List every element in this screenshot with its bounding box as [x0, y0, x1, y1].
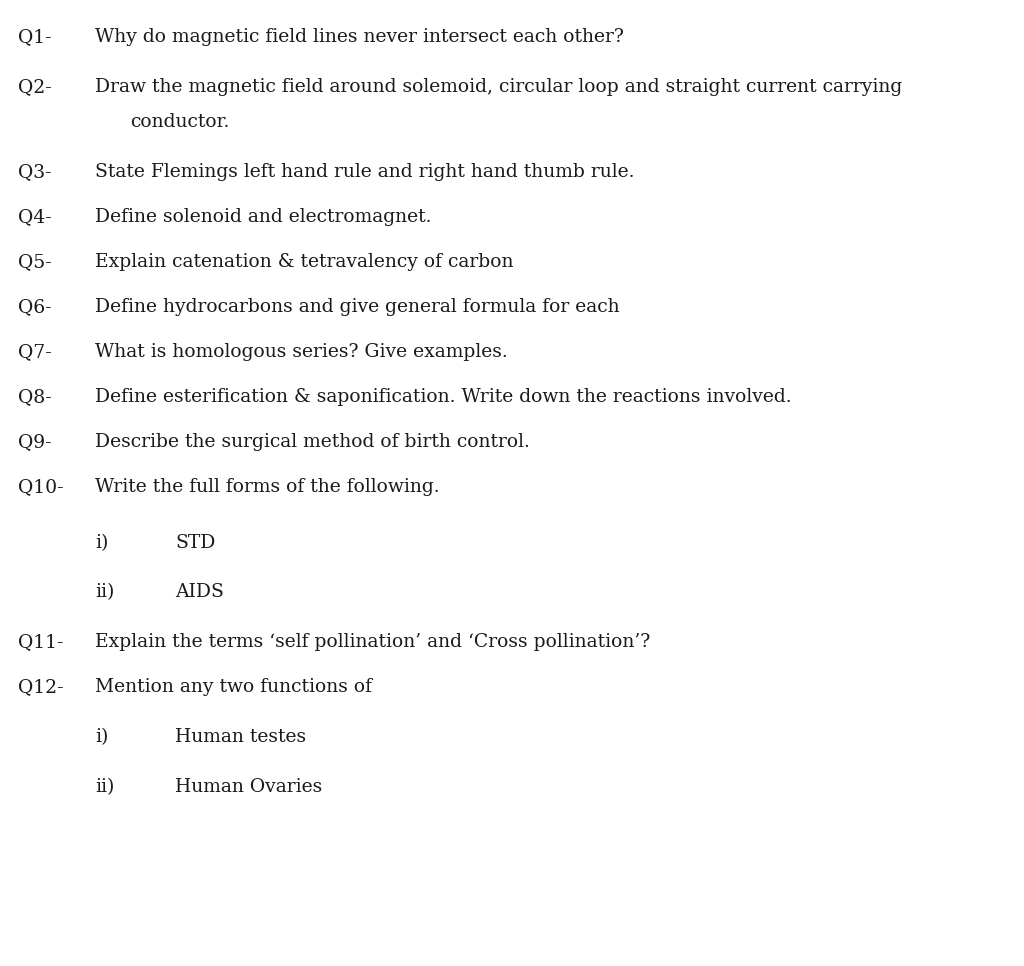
Text: Q4-: Q4-: [18, 208, 52, 226]
Text: Q8-: Q8-: [18, 388, 52, 406]
Text: Define solenoid and electromagnet.: Define solenoid and electromagnet.: [95, 208, 431, 226]
Text: Q12-: Q12-: [18, 678, 63, 696]
Text: Describe the surgical method of birth control.: Describe the surgical method of birth co…: [95, 433, 529, 451]
Text: What is homologous series? Give examples.: What is homologous series? Give examples…: [95, 343, 508, 361]
Text: Why do magnetic field lines never intersect each other?: Why do magnetic field lines never inters…: [95, 28, 624, 46]
Text: Q10-: Q10-: [18, 478, 63, 496]
Text: Q6-: Q6-: [18, 298, 51, 316]
Text: Draw the magnetic field around solemoid, circular loop and straight current carr: Draw the magnetic field around solemoid,…: [95, 78, 902, 96]
Text: State Flemings left hand rule and right hand thumb rule.: State Flemings left hand rule and right …: [95, 163, 635, 181]
Text: Q11-: Q11-: [18, 633, 63, 651]
Text: Q7-: Q7-: [18, 343, 52, 361]
Text: Define hydrocarbons and give general formula for each: Define hydrocarbons and give general for…: [95, 298, 620, 316]
Text: Q5-: Q5-: [18, 253, 52, 271]
Text: Define esterification & saponification. Write down the reactions involved.: Define esterification & saponification. …: [95, 388, 792, 406]
Text: Human Ovaries: Human Ovaries: [175, 778, 323, 796]
Text: Q3-: Q3-: [18, 163, 51, 181]
Text: ii): ii): [95, 778, 115, 796]
Text: Q1-: Q1-: [18, 28, 51, 46]
Text: Write the full forms of the following.: Write the full forms of the following.: [95, 478, 439, 496]
Text: Explain catenation & tetravalency of carbon: Explain catenation & tetravalency of car…: [95, 253, 513, 271]
Text: Mention any two functions of: Mention any two functions of: [95, 678, 372, 696]
Text: Q2-: Q2-: [18, 78, 52, 96]
Text: Q9-: Q9-: [18, 433, 51, 451]
Text: Human testes: Human testes: [175, 728, 306, 746]
Text: conductor.: conductor.: [130, 113, 229, 131]
Text: AIDS: AIDS: [175, 583, 224, 601]
Text: ii): ii): [95, 583, 115, 601]
Text: Explain the terms ‘self pollination’ and ‘Cross pollination’?: Explain the terms ‘self pollination’ and…: [95, 633, 650, 651]
Text: i): i): [95, 534, 109, 552]
Text: STD: STD: [175, 534, 215, 552]
Text: i): i): [95, 728, 109, 746]
